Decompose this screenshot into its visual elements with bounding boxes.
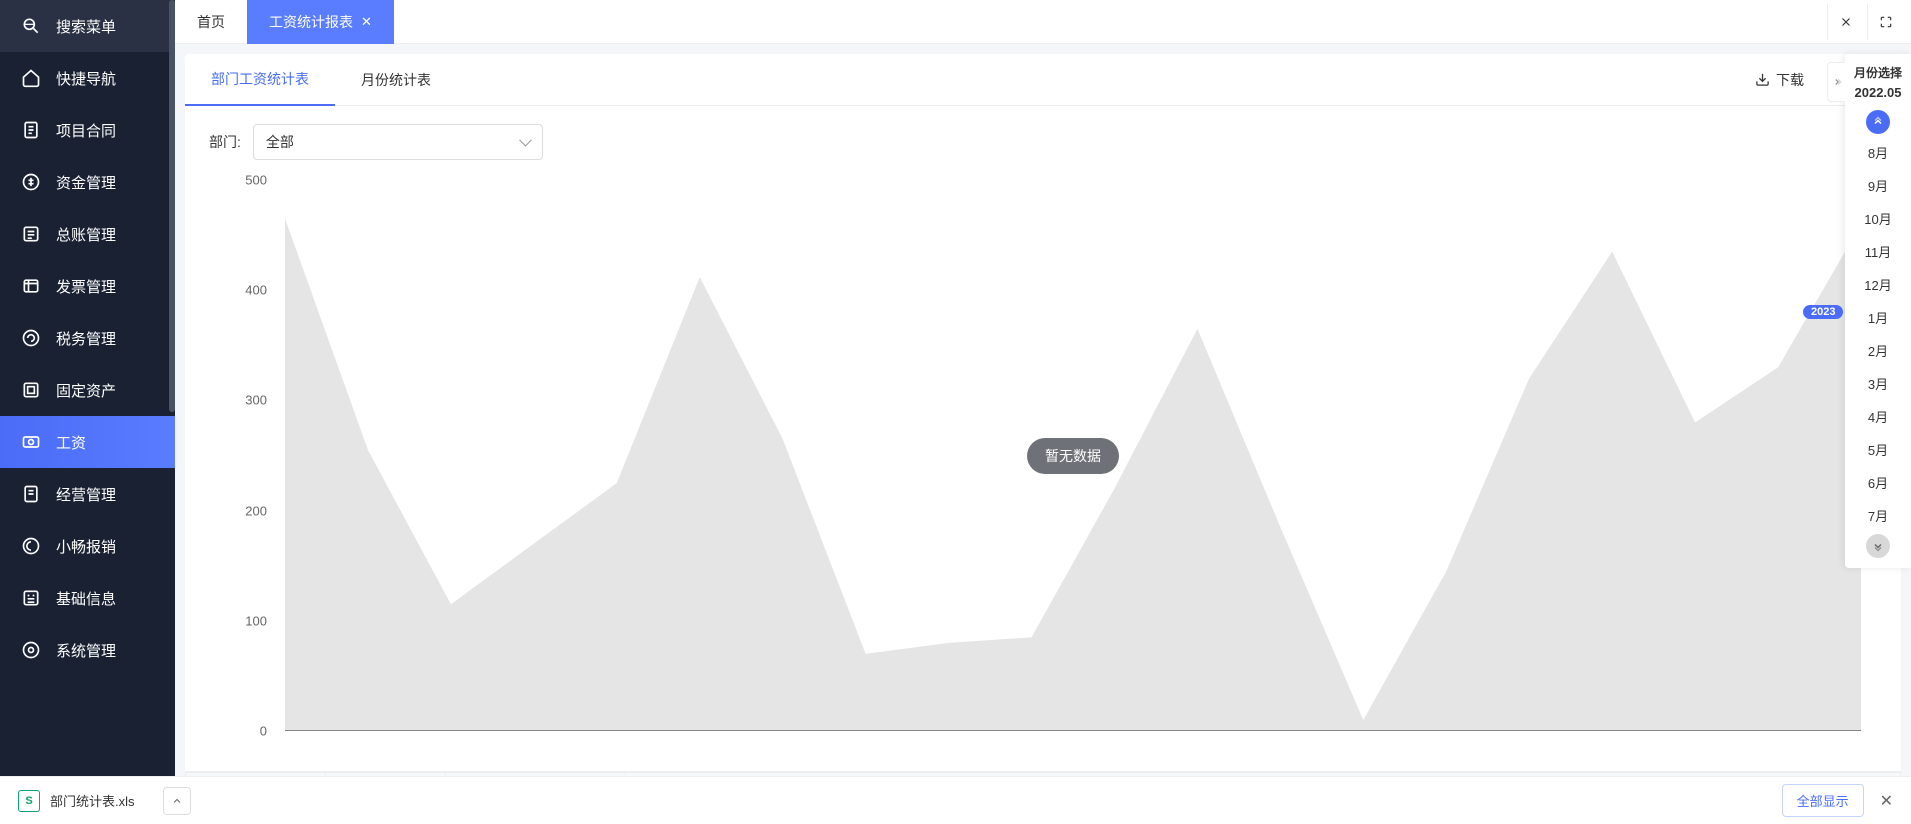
reimburse-icon	[20, 535, 42, 557]
download-filename: 部门统计表.xls	[50, 791, 135, 810]
sidebar-item-label: 快捷导航	[56, 68, 116, 89]
content-panel: 部门工资统计表月份统计表 下载 刷新 部门: 全部	[185, 54, 1901, 814]
sidebar-item-label: 发票管理	[56, 276, 116, 297]
sub-tab-0[interactable]: 部门工资统计表	[185, 54, 335, 106]
month-panel-title: 月份选择	[1854, 62, 1902, 85]
top-tab-label: 工资统计报表	[269, 12, 353, 32]
month-item-11[interactable]: 7月	[1845, 499, 1911, 532]
download-label: 下载	[1776, 70, 1804, 90]
month-item-8[interactable]: 4月	[1845, 400, 1911, 433]
close-all-tabs-button[interactable]	[1827, 4, 1863, 40]
sidebar-item-6[interactable]: 税务管理	[0, 312, 175, 364]
biz-icon	[20, 483, 42, 505]
file-chevron[interactable]	[163, 787, 191, 815]
sidebar-item-3[interactable]: 资金管理	[0, 156, 175, 208]
month-scroll-up[interactable]	[1866, 110, 1890, 134]
sidebar-item-label: 项目合同	[56, 120, 116, 141]
sidebar-item-label: 基础信息	[56, 588, 116, 609]
sidebar-item-label: 固定资产	[56, 380, 116, 401]
sidebar-item-label: 总账管理	[56, 224, 116, 245]
no-data-badge: 暂无数据	[1027, 438, 1119, 474]
main: 首页 工资统计报表 ✕ 部门工资统计表月份统计表 下载	[175, 0, 1911, 824]
download-file-chip[interactable]: S 部门统计表.xls	[18, 787, 191, 815]
sidebar-item-1[interactable]: 快捷导航	[0, 52, 175, 104]
sidebar-item-7[interactable]: 固定资产	[0, 364, 175, 416]
y-tick: 500	[245, 173, 267, 188]
month-item-7[interactable]: 3月	[1845, 367, 1911, 400]
y-tick: 300	[245, 393, 267, 408]
top-tab-1[interactable]: 工资统计报表 ✕	[247, 0, 394, 44]
month-item-10[interactable]: 6月	[1845, 466, 1911, 499]
sidebar-item-label: 税务管理	[56, 328, 116, 349]
month-item-2[interactable]: 10月	[1845, 202, 1911, 235]
sidebar-item-label: 资金管理	[56, 172, 116, 193]
dept-select[interactable]: 全部	[253, 124, 543, 160]
money-icon	[20, 171, 42, 193]
show-all-button[interactable]: 全部显示	[1782, 784, 1864, 817]
doc-icon	[20, 119, 42, 141]
sidebar-item-label: 搜索菜单	[56, 16, 116, 37]
y-tick: 400	[245, 283, 267, 298]
system-icon	[20, 639, 42, 661]
sidebar: 搜索菜单快捷导航项目合同资金管理总账管理发票管理税务管理固定资产工资经营管理小畅…	[0, 0, 175, 824]
sidebar-item-0[interactable]: 搜索菜单	[0, 0, 175, 52]
sub-tab-1[interactable]: 月份统计表	[335, 54, 457, 106]
month-panel-current: 2022.05	[1855, 85, 1902, 108]
sidebar-item-12[interactable]: 系统管理	[0, 624, 175, 676]
ledger-icon	[20, 223, 42, 245]
download-button[interactable]: 下载	[1755, 70, 1804, 90]
bottom-bar: S 部门统计表.xls 全部显示 ✕	[0, 776, 1911, 824]
chart-y-axis: 0100200300400500	[215, 180, 275, 731]
tax-icon	[20, 327, 42, 349]
y-tick: 200	[245, 503, 267, 518]
sidebar-item-label: 系统管理	[56, 640, 116, 661]
sidebar-item-10[interactable]: 小畅报销	[0, 520, 175, 572]
top-tab-0[interactable]: 首页	[175, 0, 247, 44]
chart-plot: 暂无数据	[285, 180, 1861, 731]
month-panel-collapse[interactable]	[1827, 62, 1845, 102]
sidebar-item-5[interactable]: 发票管理	[0, 260, 175, 312]
filter-row: 部门: 全部	[185, 106, 1901, 170]
month-item-6[interactable]: 2月	[1845, 334, 1911, 367]
sub-tabs: 部门工资统计表月份统计表 下载 刷新	[185, 54, 1901, 106]
close-icon[interactable]: ✕	[361, 14, 372, 30]
sidebar-item-label: 经营管理	[56, 484, 116, 505]
year-badge: 2023	[1803, 305, 1843, 319]
month-item-0[interactable]: 8月	[1845, 136, 1911, 169]
home-icon	[20, 67, 42, 89]
info-icon	[20, 587, 42, 609]
asset-icon	[20, 379, 42, 401]
sidebar-item-2[interactable]: 项目合同	[0, 104, 175, 156]
month-item-1[interactable]: 9月	[1845, 169, 1911, 202]
fullscreen-button[interactable]	[1867, 4, 1903, 40]
y-tick: 0	[260, 724, 267, 739]
top-tabs: 首页 工资统计报表 ✕	[175, 0, 1911, 44]
month-item-3[interactable]: 11月	[1845, 235, 1911, 268]
sidebar-item-9[interactable]: 经营管理	[0, 468, 175, 520]
month-scroll-down[interactable]	[1866, 534, 1890, 558]
invoice-icon	[20, 275, 42, 297]
sidebar-item-label: 小畅报销	[56, 536, 116, 557]
sidebar-item-label: 工资	[56, 432, 86, 453]
month-panel: 月份选择 2022.05 8月9月10月11月12月1月20232月3月4月5月…	[1845, 54, 1911, 568]
bottom-close-button[interactable]: ✕	[1880, 791, 1893, 811]
sidebar-item-4[interactable]: 总账管理	[0, 208, 175, 260]
y-tick: 100	[245, 613, 267, 628]
search-icon	[20, 15, 42, 37]
xls-icon: S	[18, 790, 40, 812]
top-tab-label: 首页	[197, 12, 225, 32]
month-item-5[interactable]: 1月2023	[1845, 301, 1911, 334]
month-item-4[interactable]: 12月	[1845, 268, 1911, 301]
dept-filter-label: 部门:	[209, 132, 241, 152]
month-item-9[interactable]: 5月	[1845, 433, 1911, 466]
dept-select-value: 全部	[266, 134, 294, 150]
salary-icon	[20, 431, 42, 453]
chart-area: 0 100 200 300 400 500 暂无数据	[185, 170, 1901, 771]
sidebar-item-11[interactable]: 基础信息	[0, 572, 175, 624]
sidebar-item-8[interactable]: 工资	[0, 416, 175, 468]
